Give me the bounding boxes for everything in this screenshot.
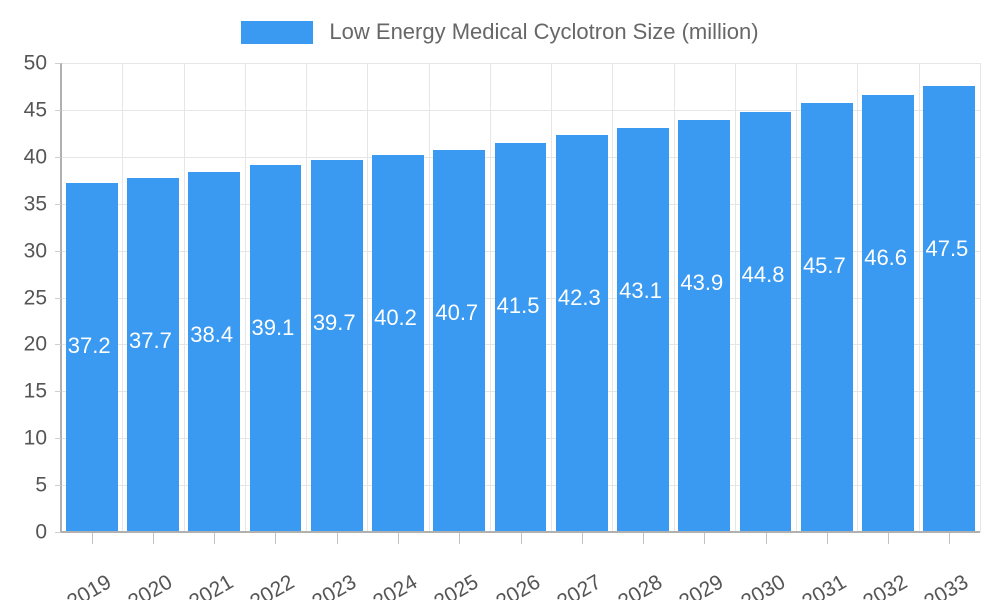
y-axis-tick-mark: [55, 203, 61, 205]
bar-value-label: 37.2: [67, 333, 111, 359]
y-axis-tick-mark: [55, 532, 61, 533]
x-axis-tick-mark: [582, 533, 583, 544]
gridline-vertical: [980, 63, 981, 532]
x-axis-tick-mark: [704, 533, 705, 544]
bar[interactable]: [249, 165, 302, 532]
x-axis-tick-mark: [459, 533, 460, 544]
y-axis-tick-mark: [55, 250, 61, 252]
bar[interactable]: [494, 142, 547, 532]
gridline-vertical: [490, 63, 491, 532]
y-axis-tick-label: 50: [23, 51, 47, 75]
gridline-vertical: [306, 63, 307, 532]
chart-legend: Low Energy Medical Cyclotron Size (milli…: [0, 14, 1000, 50]
bar[interactable]: [433, 150, 486, 532]
bar-value-label: 38.4: [190, 321, 234, 347]
gridline-vertical: [367, 63, 368, 532]
bar-value-label: 46.6: [864, 244, 908, 270]
bar[interactable]: [862, 94, 914, 532]
x-axis-tick-mark: [888, 533, 889, 544]
x-axis-tick-mark: [337, 533, 338, 544]
y-axis-tick-mark: [55, 391, 61, 393]
y-axis-tick-label: 35: [23, 192, 47, 216]
x-axis-tick-mark: [949, 533, 950, 544]
y-axis: 0 5 10 15 20 25 30 35 40 45 50: [0, 0, 61, 600]
bar[interactable]: [923, 86, 976, 532]
bar[interactable]: [617, 127, 669, 532]
gridline-vertical: [612, 63, 613, 532]
bar-value-label: 43.9: [680, 270, 724, 296]
bar-value-label: 43.1: [619, 277, 662, 303]
bar[interactable]: [678, 120, 731, 532]
gridline-vertical: [184, 63, 185, 532]
x-axis-line: [61, 531, 980, 533]
y-axis-tick-label: 15: [23, 379, 47, 403]
x-axis-tick-mark: [153, 533, 154, 544]
bar[interactable]: [65, 183, 118, 532]
bar-value-label: 47.5: [925, 236, 969, 262]
bar[interactable]: [555, 135, 608, 532]
x-axis-tick-mark: [766, 533, 767, 544]
y-axis-tick-mark: [55, 344, 61, 346]
bar-value-label: 37.7: [129, 328, 172, 354]
legend-label-series-1: Low Energy Medical Cyclotron Size (milli…: [329, 19, 759, 44]
y-axis-tick-label: 0: [35, 520, 47, 544]
x-axis-tick-mark: [643, 533, 644, 544]
bar-value-label: 39.1: [251, 315, 295, 341]
bar-value-label: 39.7: [312, 309, 356, 335]
y-axis-tick-label: 5: [35, 473, 47, 497]
y-axis-tick-mark: [55, 156, 61, 158]
y-axis-tick-mark: [55, 485, 61, 487]
gridline-vertical: [857, 63, 858, 532]
bar[interactable]: [800, 103, 853, 532]
y-axis-tick-label: 10: [23, 426, 47, 450]
x-axis-tick-mark: [92, 533, 93, 544]
bar-value-label: 45.7: [802, 253, 846, 279]
y-axis-tick-label: 40: [23, 145, 47, 169]
gridline-vertical: [735, 63, 736, 532]
y-axis-tick-label: 30: [23, 239, 47, 263]
bar[interactable]: [739, 111, 792, 532]
bar-value-label: 40.2: [374, 304, 417, 330]
bar[interactable]: [372, 154, 424, 532]
gridline-vertical: [245, 63, 246, 532]
bar[interactable]: [188, 171, 241, 532]
y-axis-tick-mark: [55, 109, 61, 111]
gridline-vertical: [122, 63, 123, 532]
bar[interactable]: [127, 178, 179, 532]
plot-area: 37.2 37.7 38.4 39.1 39.7 40.2 40.7 41.5 42.3 43.1…: [61, 63, 981, 533]
bar-value-label: 40.7: [435, 300, 479, 326]
y-axis-tick-label: 45: [23, 98, 47, 122]
y-axis-tick-mark: [55, 297, 61, 299]
bar-value-label: 44.8: [741, 261, 785, 287]
x-axis-tick-label: 2033: [921, 548, 1000, 600]
x-axis-tick-mark: [214, 533, 215, 544]
gridline-vertical: [919, 63, 920, 532]
gridline-vertical: [674, 63, 675, 532]
x-axis-tick-mark: [398, 533, 399, 544]
legend-swatch-series-1: [241, 20, 314, 44]
y-axis-tick-mark: [55, 63, 61, 64]
bar[interactable]: [310, 159, 363, 532]
gridline-vertical: [551, 63, 552, 532]
gridline-horizontal: [61, 63, 980, 64]
bar-value-label: 42.3: [557, 285, 601, 311]
x-axis-tick-mark: [275, 533, 276, 544]
y-axis-tick-label: 25: [23, 286, 47, 309]
y-axis-tick-mark: [55, 438, 61, 440]
gridline-horizontal: [61, 109, 980, 111]
y-axis-tick-label: 20: [23, 332, 47, 356]
gridline-vertical: [429, 63, 430, 532]
x-axis-tick-mark: [521, 533, 522, 544]
x-axis-tick-mark: [827, 533, 828, 544]
x-axis-tick-label-text: 2019: [62, 570, 115, 600]
gridline-vertical: [796, 63, 797, 532]
bar-value-label: 41.5: [496, 292, 540, 318]
y-axis-line: [60, 63, 62, 533]
